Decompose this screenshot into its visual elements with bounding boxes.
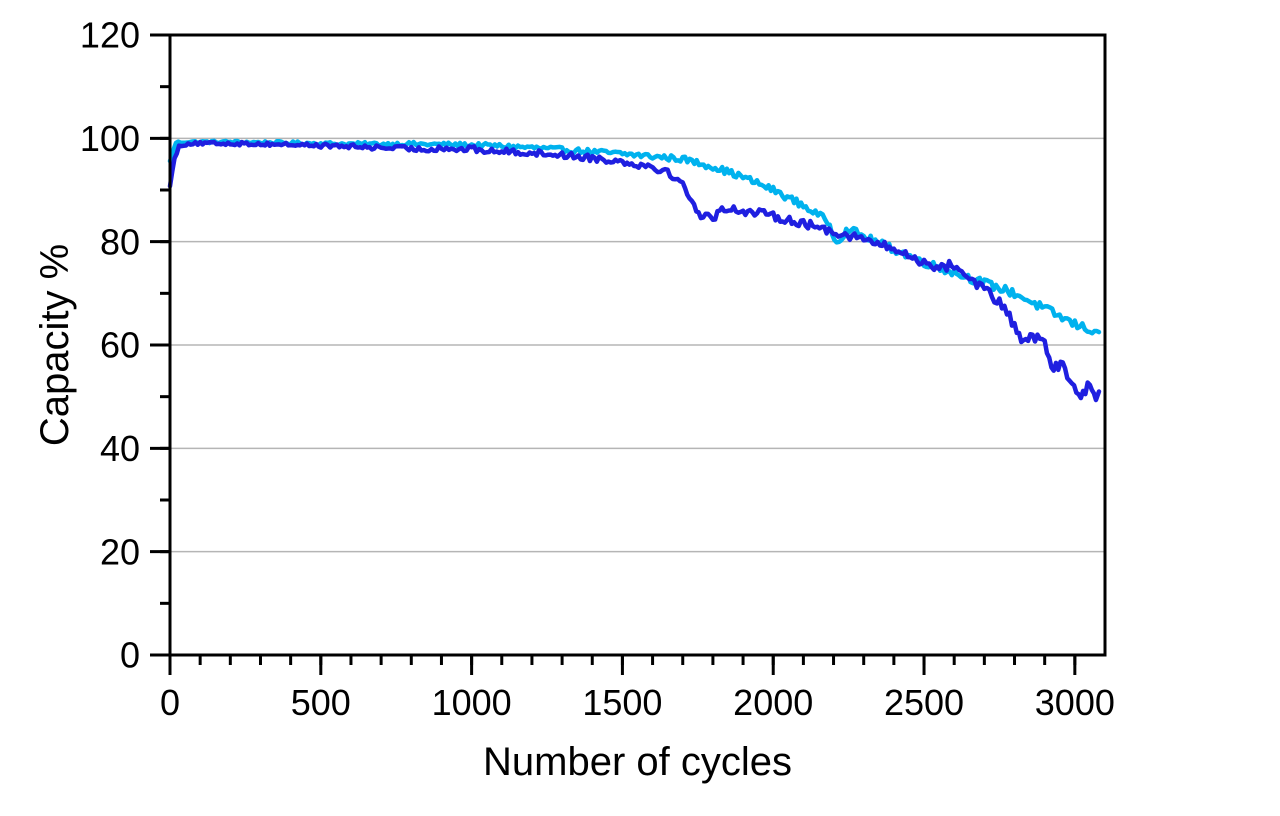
y-tick-label: 100 bbox=[80, 118, 140, 159]
y-tick-label: 20 bbox=[100, 531, 140, 572]
x-tick-label: 500 bbox=[291, 682, 351, 723]
y-tick-label: 40 bbox=[100, 428, 140, 469]
y-tick-label: 80 bbox=[100, 221, 140, 262]
x-tick-label: 2500 bbox=[884, 682, 964, 723]
x-tick-label: 2000 bbox=[733, 682, 813, 723]
y-tick-label: 60 bbox=[100, 325, 140, 366]
x-axis-title: Number of cycles bbox=[483, 740, 792, 784]
y-tick-label: 0 bbox=[120, 635, 140, 676]
y-axis-title: Capacity % bbox=[33, 244, 77, 446]
x-tick-label: 1000 bbox=[432, 682, 512, 723]
x-tick-label: 1500 bbox=[582, 682, 662, 723]
capacity-vs-cycles-chart: 0 500 1000 1500 2000 2500 3000 0 20 40 60 80 100 120 N… bbox=[0, 0, 1280, 816]
y-tick-label: 120 bbox=[80, 15, 140, 56]
x-tick-label: 3000 bbox=[1035, 682, 1115, 723]
chart-svg: 0 500 1000 1500 2000 2500 3000 0 20 40 60 80 100 120 N… bbox=[0, 0, 1280, 816]
x-tick-label: 0 bbox=[160, 682, 180, 723]
